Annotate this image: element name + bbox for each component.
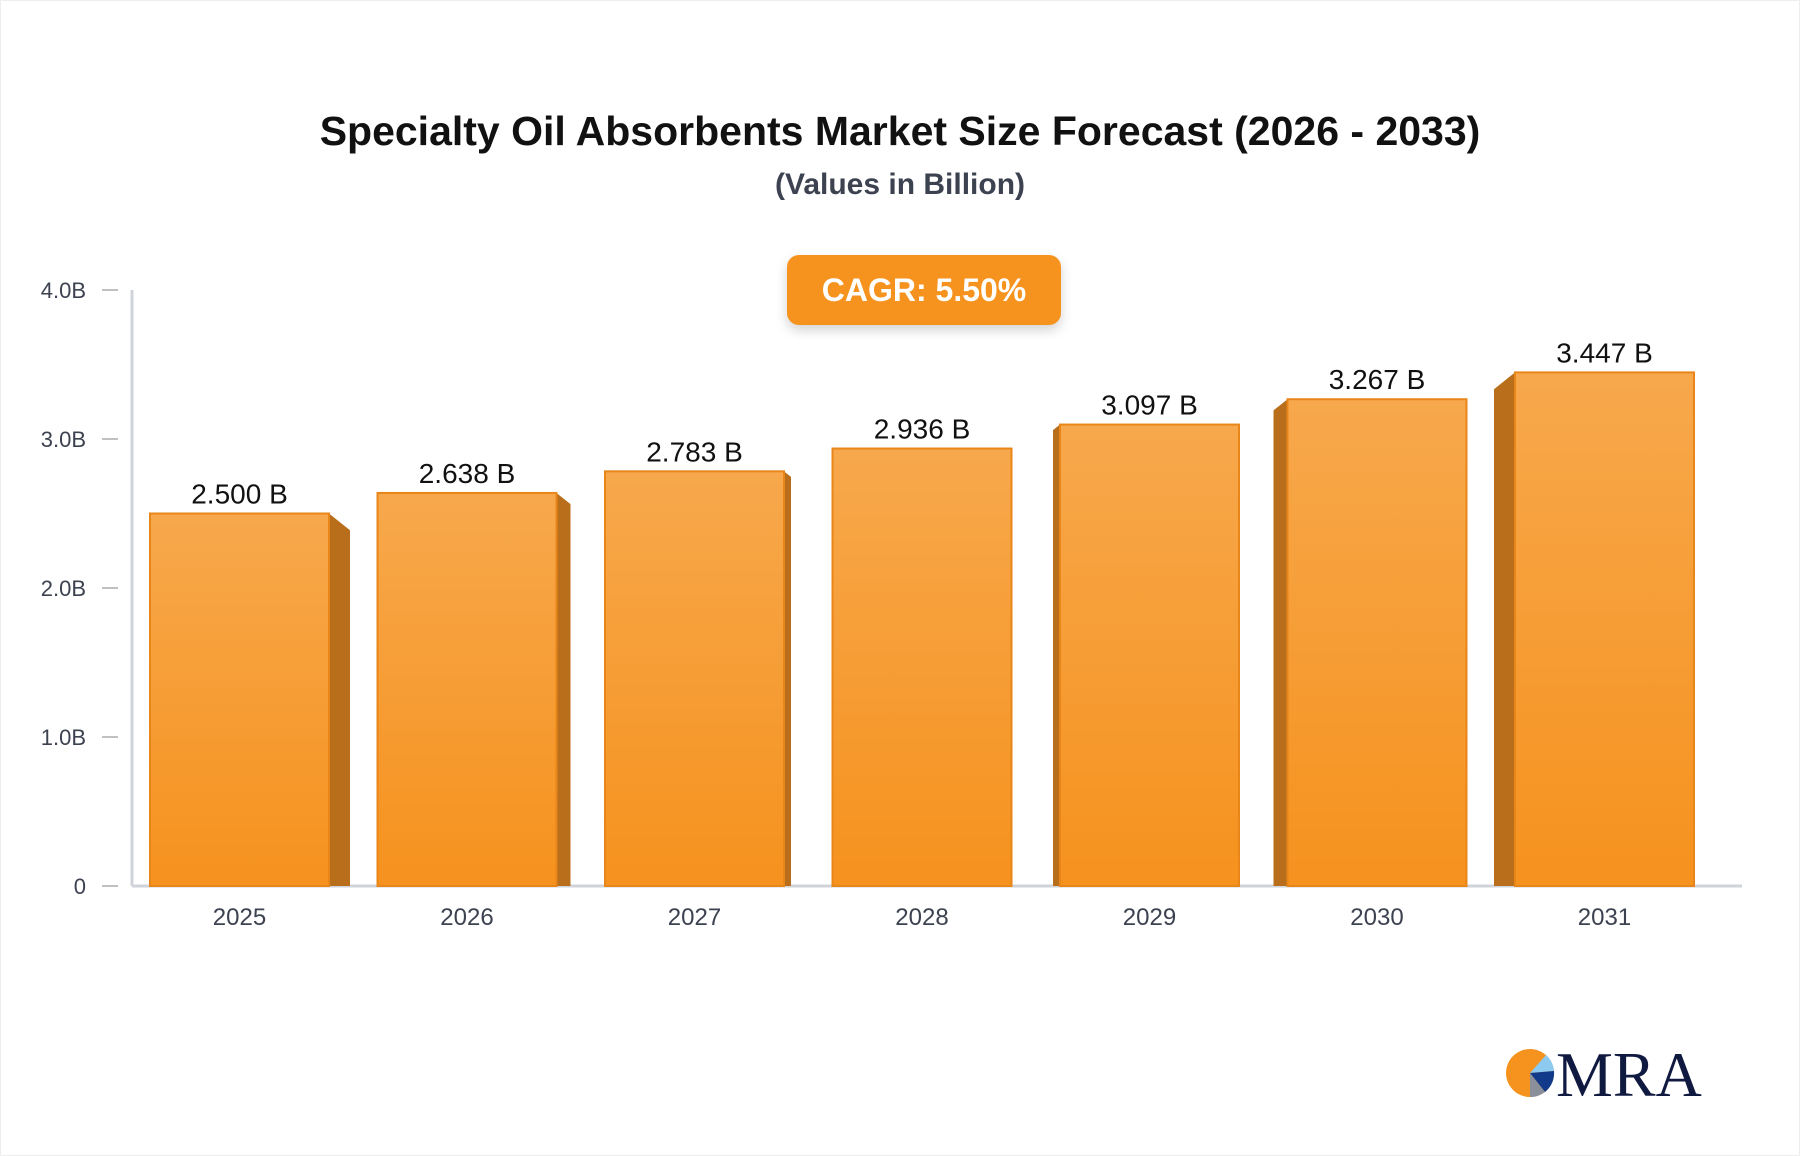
data-label: 2.936 B — [874, 414, 971, 445]
bar-side — [1053, 424, 1060, 886]
bar-side — [1273, 399, 1288, 886]
x-tick-label: 2031 — [1578, 904, 1631, 931]
bar-2028 — [831, 447, 1013, 887]
y-tick-label: 4.0B — [41, 278, 86, 303]
x-tick-label: 2027 — [668, 904, 721, 931]
cagr-badge: CAGR: 5.50% — [787, 255, 1061, 325]
bar-side — [329, 513, 350, 886]
bar-2030 — [1286, 398, 1468, 887]
x-tick-label: 2030 — [1350, 904, 1403, 931]
bar-side — [1494, 372, 1515, 887]
bar-2026 — [376, 491, 558, 887]
bar-2025 — [149, 512, 330, 887]
data-label: 2.638 B — [419, 458, 516, 489]
bar-2031 — [1514, 371, 1695, 888]
data-label: 3.447 B — [1556, 337, 1653, 368]
bar-side — [556, 492, 571, 886]
mra-logo: MRA — [1504, 1040, 1704, 1102]
y-tick-label: 1.0B — [41, 725, 86, 750]
data-label: 3.267 B — [1329, 364, 1426, 395]
data-label: 2.500 B — [191, 479, 288, 510]
bar-side — [784, 471, 791, 886]
data-label: 2.783 B — [646, 436, 743, 467]
x-tick-label: 2026 — [440, 904, 493, 931]
data-label: 3.097 B — [1101, 390, 1198, 421]
logo-pie-icon: MRA — [1506, 1040, 1702, 1102]
x-tick-label: 2029 — [1123, 904, 1176, 931]
bar-2027 — [604, 470, 785, 887]
chart-title: Specialty Oil Absorbents Market Size For… — [319, 108, 1481, 154]
bar-2029 — [1059, 423, 1240, 887]
x-tick-label: 2028 — [895, 904, 948, 931]
y-tick-label: 3.0B — [41, 427, 86, 452]
logo-text: MRA — [1556, 1040, 1702, 1102]
chart-subtitle: (Values in Billion) — [774, 168, 1026, 201]
y-tick-label: 2.0B — [41, 576, 86, 601]
x-tick-label: 2025 — [213, 904, 266, 931]
y-tick-label: 0 — [74, 874, 86, 899]
